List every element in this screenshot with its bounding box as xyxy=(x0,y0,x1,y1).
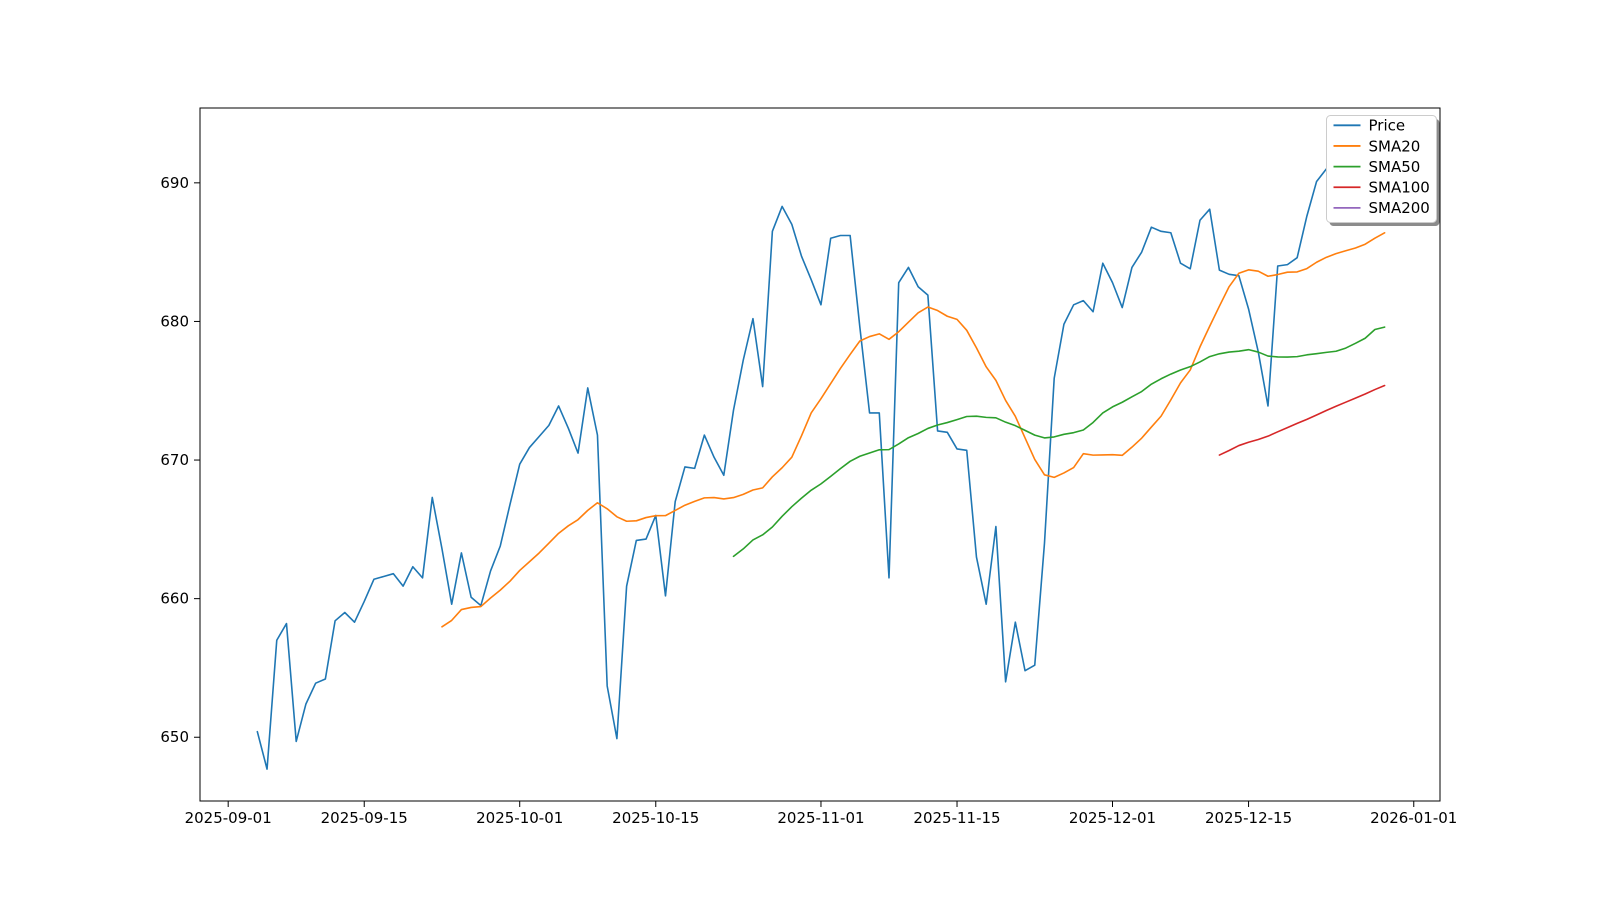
legend-entry: SMA20 xyxy=(1333,137,1421,155)
legend-entry: SMA200 xyxy=(1333,199,1430,217)
x-tick-label: 2025-10-15 xyxy=(612,809,699,827)
legend-label: SMA50 xyxy=(1369,158,1421,176)
plot-border xyxy=(199,107,1441,802)
y-tick-label: 670 xyxy=(160,451,189,469)
legend-label: SMA100 xyxy=(1369,179,1430,197)
legend-entry: SMA50 xyxy=(1333,158,1421,176)
y-tick-label: 660 xyxy=(160,590,189,608)
legend-label: Price xyxy=(1369,117,1406,135)
sma100-line xyxy=(1218,384,1386,456)
y-tick-label: 650 xyxy=(160,728,189,746)
sma50-line xyxy=(732,326,1386,558)
legend-entry: SMA100 xyxy=(1333,179,1430,197)
legend-box xyxy=(1326,115,1437,223)
legend-label: SMA200 xyxy=(1369,199,1430,217)
x-tick-label: 2025-11-01 xyxy=(777,809,864,827)
sma20-line xyxy=(441,232,1386,628)
y-tick-label: 680 xyxy=(160,312,189,330)
x-tick-label: 2026-01-01 xyxy=(1370,809,1457,827)
x-axis: 2025-09-01 2025-09-15 2025-10-01 2025-10-15… xyxy=(185,801,1457,827)
y-tick-label: 690 xyxy=(160,174,189,192)
x-tick-label: 2025-11-15 xyxy=(913,809,1000,827)
x-tick-label: 2025-10-01 xyxy=(476,809,563,827)
x-tick-label: 2025-12-15 xyxy=(1205,809,1292,827)
legend-entry: Price xyxy=(1333,117,1406,135)
x-tick-label: 2025-12-01 xyxy=(1069,809,1156,827)
price-line xyxy=(256,140,1386,770)
y-axis: 650 660 670 680 690 xyxy=(160,174,200,746)
x-tick-label: 2025-09-15 xyxy=(321,809,408,827)
legend-label: SMA20 xyxy=(1369,137,1421,155)
x-tick-label: 2025-09-01 xyxy=(185,809,272,827)
legend: Price SMA20 SMA50 SMA100 SMA200 xyxy=(1326,115,1440,226)
series-lines xyxy=(256,140,1386,770)
